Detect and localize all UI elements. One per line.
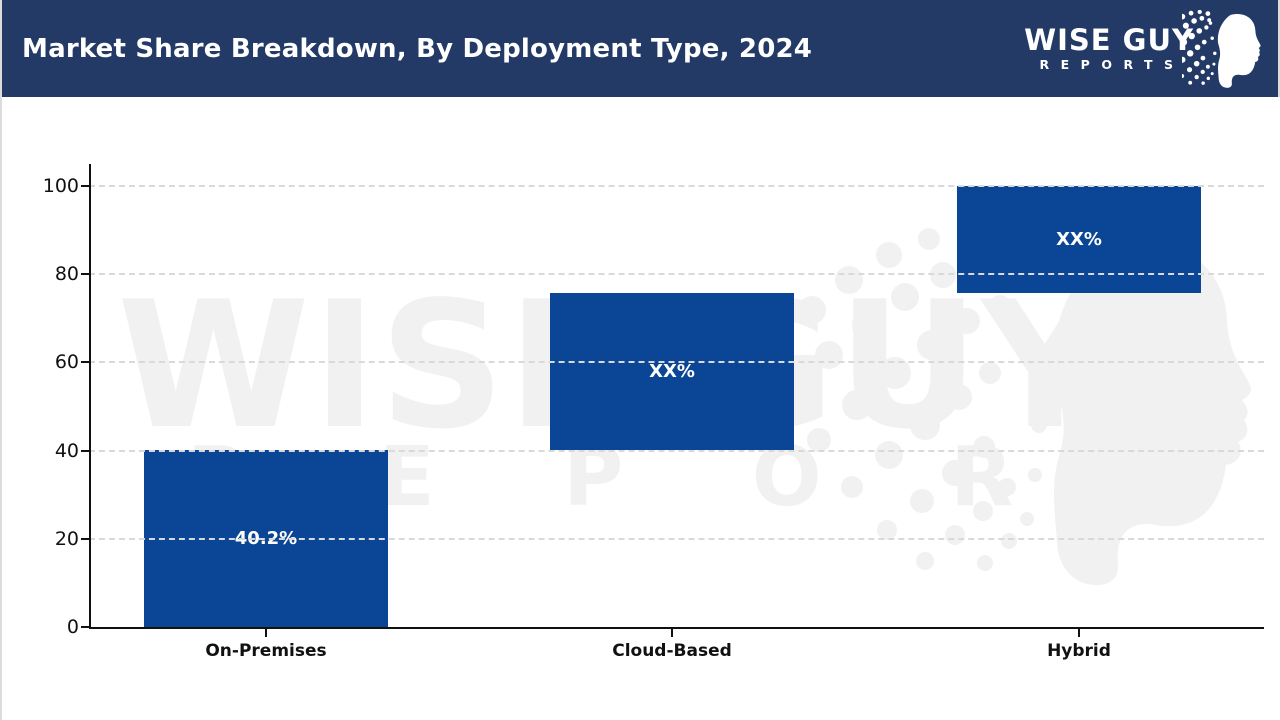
gridline-100 [89, 185, 1264, 187]
bar-value-label: XX% [1056, 229, 1102, 251]
x-category-label-2: Hybrid [1047, 641, 1111, 661]
y-tickmark-40 [81, 449, 89, 452]
brand-name: WISE GUY [1024, 22, 1194, 57]
x-axis-line [89, 627, 1264, 629]
x-category-label-1: Cloud-Based [612, 641, 732, 661]
gridline-40 [89, 449, 1264, 452]
brand-subname: REPORTS [1039, 56, 1185, 72]
bar-cloud-based: XX% [550, 293, 794, 450]
bar-value-label: XX% [649, 360, 695, 382]
x-tickmark-2 [1078, 629, 1080, 637]
y-tickmark-60 [81, 361, 89, 364]
y-tick-label-20: 20 [54, 527, 79, 550]
page-title: Market Share Breakdown, By Deployment Ty… [22, 33, 813, 64]
gridline-80 [89, 273, 1264, 276]
y-tick-label-80: 80 [54, 263, 79, 286]
y-tickmark-20 [81, 537, 89, 540]
brand-logo-text: WISE GUY REPORTS [1024, 22, 1194, 72]
x-tickmark-1 [671, 629, 673, 637]
x-category-label-0: On-Premises [205, 641, 327, 661]
y-tick-label-60: 60 [54, 351, 79, 374]
y-tick-label-40: 40 [54, 439, 79, 462]
x-tickmark-0 [265, 629, 267, 637]
brand-head-icon [1182, 9, 1261, 88]
gridline-20 [89, 537, 1264, 540]
y-tickmark-80 [81, 273, 89, 276]
y-tick-label-0: 0 [66, 616, 79, 638]
chart-area: WISE GUY R E P O R T S 02040608010040.2%… [2, 97, 1280, 720]
gridline-60 [89, 361, 1264, 364]
y-tickmark-0 [81, 626, 89, 628]
y-tick-label-100: 100 [42, 175, 79, 197]
y-axis-line [89, 163, 91, 629]
header-bar: Market Share Breakdown, By Deployment Ty… [2, 0, 1278, 97]
bar-hybrid: XX% [957, 186, 1201, 294]
y-tickmark-100 [81, 185, 89, 187]
brand-logo: WISE GUY REPORTS [1024, 9, 1264, 88]
